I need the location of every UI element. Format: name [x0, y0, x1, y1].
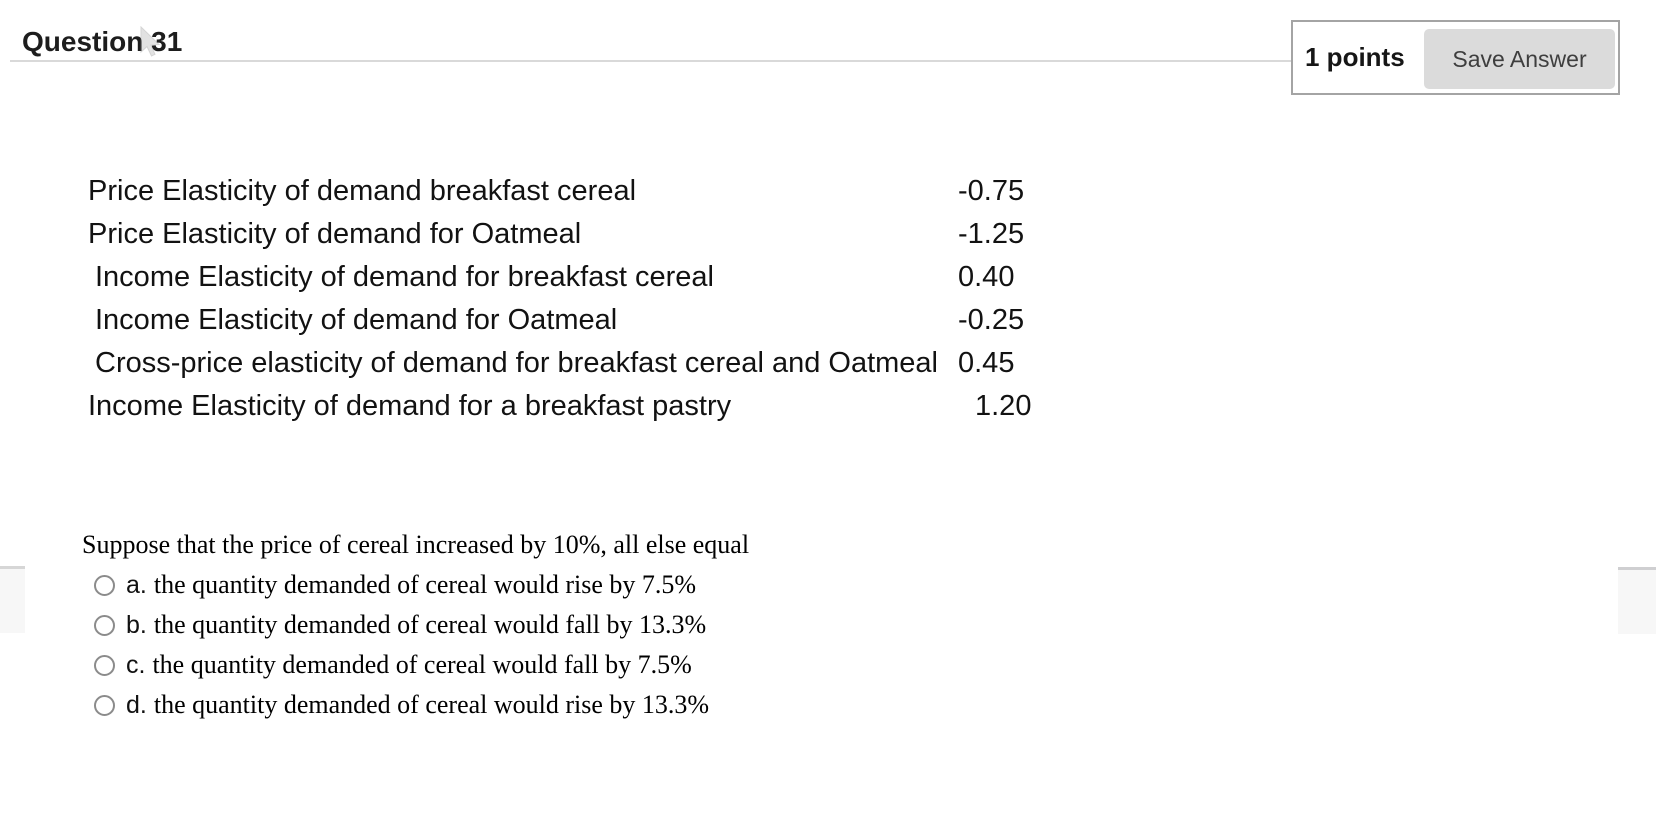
question-title: Question 31 — [22, 26, 183, 57]
answer-options: a. the quantity demanded of cereal would… — [94, 565, 709, 725]
page-edge-fragment-left — [0, 566, 25, 633]
save-answer-button[interactable]: Save Answer — [1424, 29, 1615, 89]
points-box: 1 points Save Answer — [1291, 20, 1620, 95]
elasticity-table: Price Elasticity of demand breakfast cer… — [88, 170, 1031, 428]
table-row: Income Elasticity of demand for breakfas… — [88, 256, 1031, 299]
option-letter: a. — [126, 570, 147, 599]
mouse-cursor-icon — [140, 26, 160, 57]
table-row-value: 0.45 — [958, 347, 1015, 379]
points-label: 1 points — [1305, 42, 1405, 72]
option-text: the quantity demanded of cereal would ri… — [153, 690, 710, 719]
title-divider — [10, 60, 1291, 62]
table-row-label: Cross-price elasticity of demand for bre… — [95, 347, 938, 379]
table-row-value: 1.20 — [975, 390, 1032, 422]
table-row-value: 0.40 — [958, 261, 1015, 293]
table-row-label: Price Elasticity of demand for Oatmeal — [88, 218, 582, 250]
table-row-value: -1.25 — [958, 218, 1025, 250]
table-row-label: Income Elasticity of demand for breakfas… — [95, 261, 714, 293]
radio-button-icon[interactable] — [94, 614, 115, 636]
page-edge-fragment-right — [1618, 567, 1656, 634]
option-text: the quantity demanded of cereal would fa… — [152, 650, 692, 679]
radio-button-icon[interactable] — [94, 574, 115, 596]
table-row: Price Elasticity of demand breakfast cer… — [88, 170, 1031, 213]
answer-option-d[interactable]: d. the quantity demanded of cereal would… — [94, 685, 709, 725]
answer-option-c[interactable]: c. the quantity demanded of cereal would… — [94, 645, 709, 685]
table-row: Income Elasticity of demand for Oatmeal … — [88, 299, 1031, 342]
table-row-label: Price Elasticity of demand breakfast cer… — [88, 175, 637, 207]
option-text: the quantity demanded of cereal would fa… — [153, 610, 707, 639]
question-stem: Suppose that the price of cereal increas… — [82, 530, 750, 559]
answer-option-a[interactable]: a. the quantity demanded of cereal would… — [94, 565, 709, 605]
option-text: the quantity demanded of cereal would ri… — [153, 570, 697, 599]
table-row-label: Income Elasticity of demand for a breakf… — [88, 390, 732, 422]
table-row: Income Elasticity of demand for a breakf… — [88, 385, 1031, 428]
table-row-label: Income Elasticity of demand for Oatmeal — [95, 304, 618, 336]
answer-option-b[interactable]: b. the quantity demanded of cereal would… — [94, 605, 709, 645]
option-letter: c. — [126, 650, 146, 679]
radio-button-icon[interactable] — [94, 694, 115, 716]
option-letter: b. — [126, 610, 147, 639]
option-letter: d. — [126, 690, 147, 719]
table-row-value: -0.75 — [958, 175, 1025, 207]
table-row: Price Elasticity of demand for Oatmeal -… — [88, 213, 1031, 256]
radio-button-icon[interactable] — [94, 654, 115, 676]
table-row: Cross-price elasticity of demand for bre… — [88, 342, 1031, 385]
table-row-value: -0.25 — [958, 304, 1025, 336]
